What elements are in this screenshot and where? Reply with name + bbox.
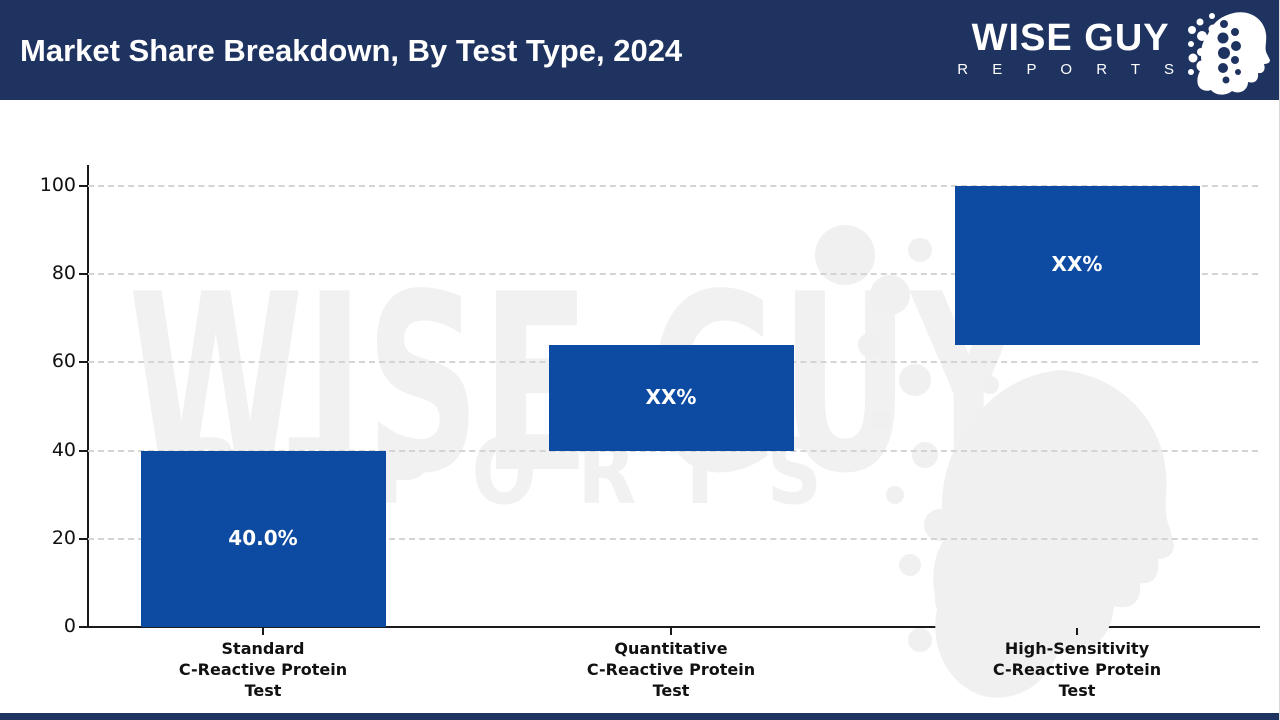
y-tick-mark (79, 449, 87, 452)
y-tick-mark (79, 626, 87, 628)
category-label: Quantitative C-Reactive Protein Test (506, 638, 836, 701)
category-line: Quantitative (614, 639, 728, 658)
bar-value-label: XX% (645, 384, 697, 409)
watermark-head-graphic (815, 225, 1174, 698)
bar (548, 344, 794, 451)
y-tick-label: 20 (51, 526, 76, 549)
category-line: High-Sensitivity (1004, 639, 1150, 658)
plot-area: Standard C-Reactive Protein Test Quantit… (0, 100, 1279, 713)
y-axis (87, 165, 89, 628)
logo-wordmark: WISE GUY (971, 17, 1170, 59)
category-label: Standard C-Reactive Protein Test (98, 638, 428, 701)
y-tick-mark (79, 185, 87, 187)
y-tick-mark (79, 273, 87, 276)
bar-value-label: 40.0% (228, 525, 298, 550)
y-tick-label: 100 (39, 174, 76, 196)
category-label: High-Sensitivity C-Reactive Protein Test (912, 638, 1242, 701)
y-tick-mark (79, 537, 87, 540)
y-tick-label: 0 (63, 615, 76, 637)
x-tick-mark (1076, 628, 1078, 635)
bar (140, 450, 386, 627)
logo-text: WISE GUY R E P O R T S (957, 16, 1184, 78)
logo: WISE GUY R E P O R T S (957, 4, 1272, 96)
footer-bar (0, 713, 1279, 720)
category-line: Test (1058, 681, 1096, 700)
gridline (88, 449, 1258, 452)
gridline (88, 273, 1258, 276)
bar (954, 186, 1200, 345)
category-line: Standard (221, 639, 305, 658)
header: Market Share Breakdown, By Test Type, 20… (0, 0, 1279, 100)
logo-subtext: R E P O R T S (957, 61, 1184, 78)
y-tick-label: 80 (51, 262, 76, 285)
category-line: C-Reactive Protein (992, 660, 1162, 679)
logo-head-icon (1188, 12, 1270, 95)
category-line: C-Reactive Protein (586, 660, 756, 679)
x-axis (86, 626, 1260, 628)
y-tick-mark (79, 361, 87, 364)
category-line: Test (652, 681, 690, 700)
category-line: C-Reactive Protein (178, 660, 348, 679)
gridline (88, 185, 1258, 187)
x-tick-mark (262, 628, 264, 635)
gridline (88, 537, 1258, 540)
bar-value-label: XX% (1051, 252, 1103, 277)
page-title: Market Share Breakdown, By Test Type, 20… (20, 33, 683, 68)
y-tick-label: 60 (51, 350, 76, 373)
category-line: Test (244, 681, 282, 700)
y-tick-label: 40 (51, 438, 76, 461)
x-tick-mark (670, 628, 672, 635)
